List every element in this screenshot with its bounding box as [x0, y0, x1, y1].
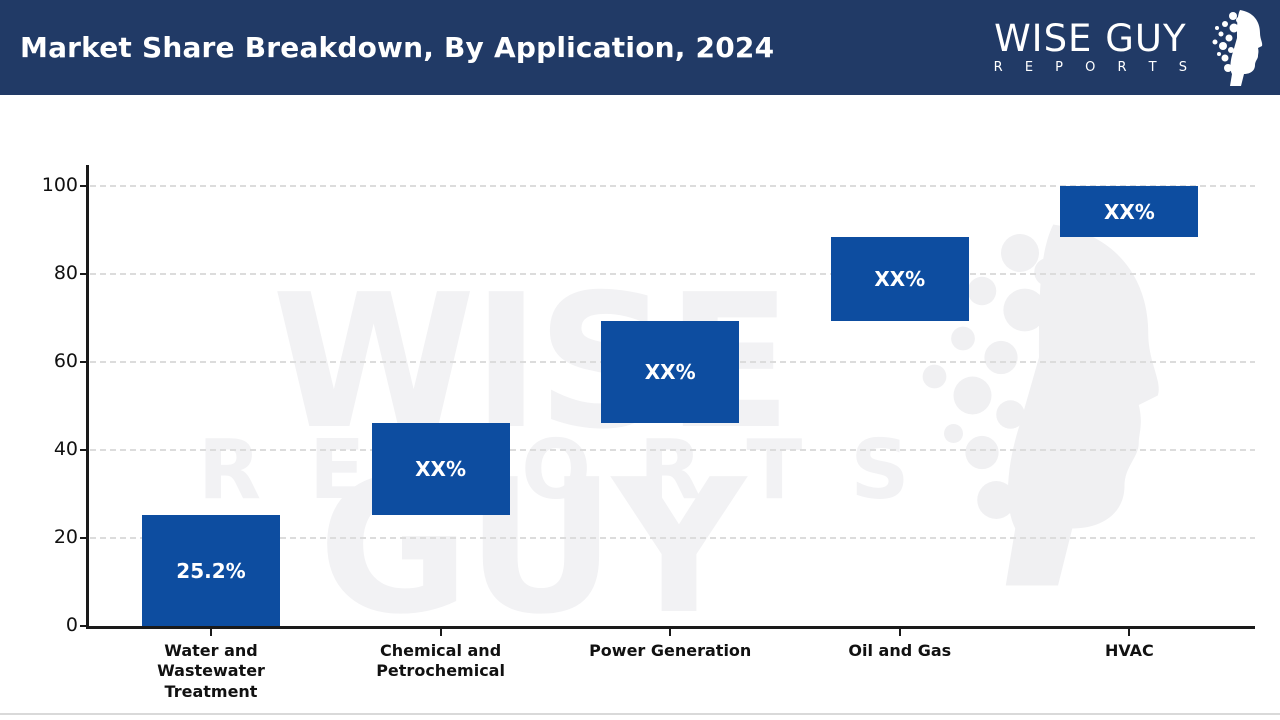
gridline	[90, 537, 1255, 539]
chart-title: Market Share Breakdown, By Application, …	[20, 31, 775, 64]
watermark-subtitle: REPORTS	[198, 423, 958, 518]
x-tick-mark	[898, 628, 901, 636]
logo-subtitle: R E P O R T S	[993, 60, 1196, 75]
x-tick-mark	[210, 628, 212, 636]
x-category-label: Chemical and Petrochemical	[376, 641, 505, 681]
logo-head-icon	[1212, 9, 1263, 86]
x-tick-mark	[1128, 628, 1131, 636]
x-axis-line	[86, 626, 1255, 629]
watermark-head-icon	[922, 224, 1159, 586]
bar-value-label: 25.2%	[176, 558, 246, 583]
bar-5: XX%	[1060, 186, 1199, 238]
gridline	[90, 449, 1255, 451]
footer-rule	[0, 713, 1280, 720]
bar-4: XX%	[830, 237, 969, 322]
logo-wordmark: WISE GUY	[994, 17, 1187, 60]
y-tick-label: 80	[53, 262, 78, 284]
y-tick-label: 100	[41, 174, 78, 196]
y-tick-mark	[80, 185, 88, 187]
gridline	[90, 185, 1255, 187]
y-tick-label: 60	[53, 350, 78, 372]
bar-value-label: XX%	[415, 456, 467, 481]
y-axis-line	[86, 165, 89, 628]
y-tick-label: 40	[53, 438, 78, 460]
y-tick-mark	[80, 625, 88, 627]
logo-text: WISE GUY R E P O R T S	[985, 20, 1196, 75]
bar-2: XX%	[371, 422, 510, 516]
x-category-label: Power Generation	[589, 641, 752, 660]
bar-value-label: XX%	[644, 359, 696, 384]
y-tick-label: 20	[53, 526, 78, 548]
bar-3: XX%	[601, 321, 740, 423]
x-tick-mark	[439, 628, 442, 636]
y-tick-mark	[80, 361, 88, 363]
gridline	[90, 273, 1255, 275]
x-tick-mark	[669, 628, 672, 636]
bar-value-label: XX%	[1103, 199, 1155, 224]
y-tick-label: 0	[65, 614, 78, 636]
x-category-label: Oil and Gas	[848, 641, 952, 660]
header-bar: Market Share Breakdown, By Application, …	[0, 0, 1280, 95]
y-tick-mark	[80, 449, 88, 451]
y-tick-mark	[80, 273, 88, 275]
wise-guy-reports-logo: WISE GUY R E P O R T S	[985, 8, 1280, 88]
x-category-label: HVAC	[1104, 641, 1154, 660]
bar-value-label: XX%	[874, 267, 926, 292]
y-tick-mark	[80, 537, 88, 539]
bar-1: 25.2%	[142, 515, 280, 626]
x-category-label: Water and Wastewater Treatment	[157, 641, 265, 701]
